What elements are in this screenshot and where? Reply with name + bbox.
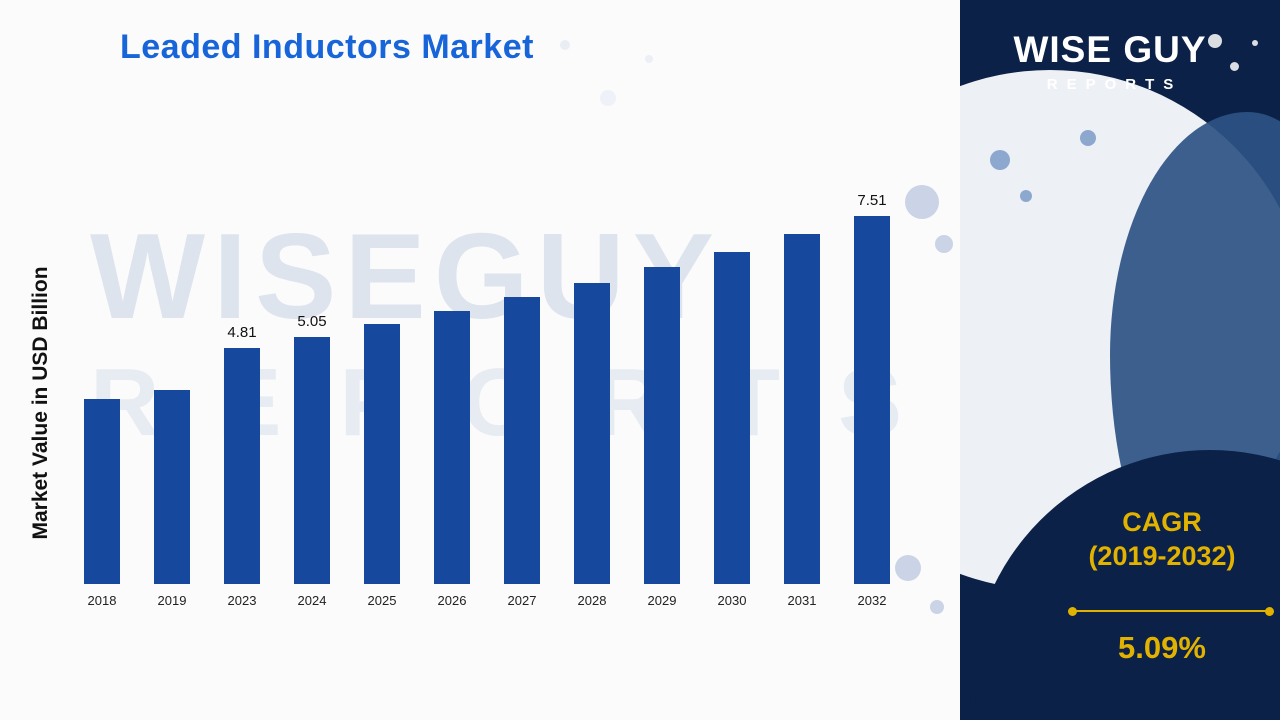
bar — [784, 234, 820, 584]
bar-chart: 2018 2019 4.81 2023 5.05 2024 2025 2026 2027 2028… — [84, 192, 890, 608]
bar — [434, 311, 470, 584]
decorative-dot — [935, 235, 953, 253]
bar-column: 2030 — [714, 228, 750, 608]
x-axis-tick-label: 2023 — [227, 593, 257, 608]
decorative-dot — [560, 40, 570, 50]
bar — [504, 297, 540, 584]
x-axis-tick-label: 2025 — [367, 593, 397, 608]
x-axis-tick-label: 2026 — [437, 593, 467, 608]
cagr-value: 5.09% — [1118, 630, 1206, 665]
decorative-dot — [1080, 130, 1096, 146]
bar-column: 2026 — [434, 287, 470, 608]
x-axis-tick-label: 2031 — [787, 593, 817, 608]
x-axis-tick-label: 2032 — [857, 593, 887, 608]
bar-column: 4.81 2023 — [224, 324, 260, 608]
bar — [154, 390, 190, 584]
bar-value-label: 5.05 — [297, 313, 327, 330]
bar-column: 5.05 2024 — [294, 313, 330, 608]
bar — [364, 324, 400, 584]
decorative-dot — [930, 600, 944, 614]
chart-area: Leaded Inductors Market Market Value in … — [29, 28, 953, 614]
cagr-block: CAGR (2019-2032) — [1056, 506, 1268, 574]
decorative-dot — [895, 555, 921, 581]
bar-column: 2028 — [574, 259, 610, 608]
x-axis-tick-label: 2019 — [157, 593, 187, 608]
decorative-dot — [1208, 34, 1222, 48]
page-title: Leaded Inductors Market — [120, 28, 534, 66]
decorative-dot — [1020, 190, 1032, 202]
bar — [84, 399, 120, 584]
bar-value-label: 7.51 — [857, 192, 887, 209]
decorative-dot — [990, 150, 1010, 170]
cagr-range: (2019-2032) — [1088, 540, 1236, 571]
decorative-dot — [600, 90, 616, 106]
decorative-dot — [645, 55, 653, 63]
cagr-divider — [1068, 606, 1274, 616]
logo-wordmark: WISE GUY — [1013, 29, 1207, 70]
bar-column: 2019 — [154, 366, 190, 608]
bar — [294, 337, 330, 584]
bar-column: 2018 — [84, 375, 120, 608]
bar — [644, 267, 680, 584]
y-axis-label: Market Value in USD Billion — [29, 266, 52, 540]
bar — [224, 348, 260, 584]
x-axis-tick-label: 2027 — [507, 593, 537, 608]
brand-panel: WISE GUY REPORTS CAGR (2019-2032) 5.09% — [960, 0, 1280, 720]
bar-column: 2027 — [504, 273, 540, 608]
x-axis-tick-label: 2030 — [717, 593, 747, 608]
x-axis-tick-label: 2024 — [297, 593, 327, 608]
bar — [854, 216, 890, 584]
bar-column: 2025 — [364, 300, 400, 608]
x-axis-tick-label: 2018 — [87, 593, 117, 608]
decorative-dot — [905, 185, 939, 219]
x-axis-tick-label: 2029 — [647, 593, 677, 608]
cagr-label: CAGR — [1122, 507, 1202, 537]
bar — [714, 252, 750, 584]
logo-subtitle: REPORTS — [1046, 75, 1183, 93]
bar-column: 2031 — [784, 210, 820, 608]
bar-column: 2029 — [644, 243, 680, 608]
bar — [574, 283, 610, 584]
bar-column: 7.51 2032 — [854, 192, 890, 608]
x-axis-tick-label: 2028 — [577, 593, 607, 608]
decorative-dot — [1230, 62, 1239, 71]
decorative-dot — [1252, 40, 1258, 46]
bar-value-label: 4.81 — [227, 324, 257, 341]
logo: WISE GUY REPORTS — [960, 29, 1260, 93]
